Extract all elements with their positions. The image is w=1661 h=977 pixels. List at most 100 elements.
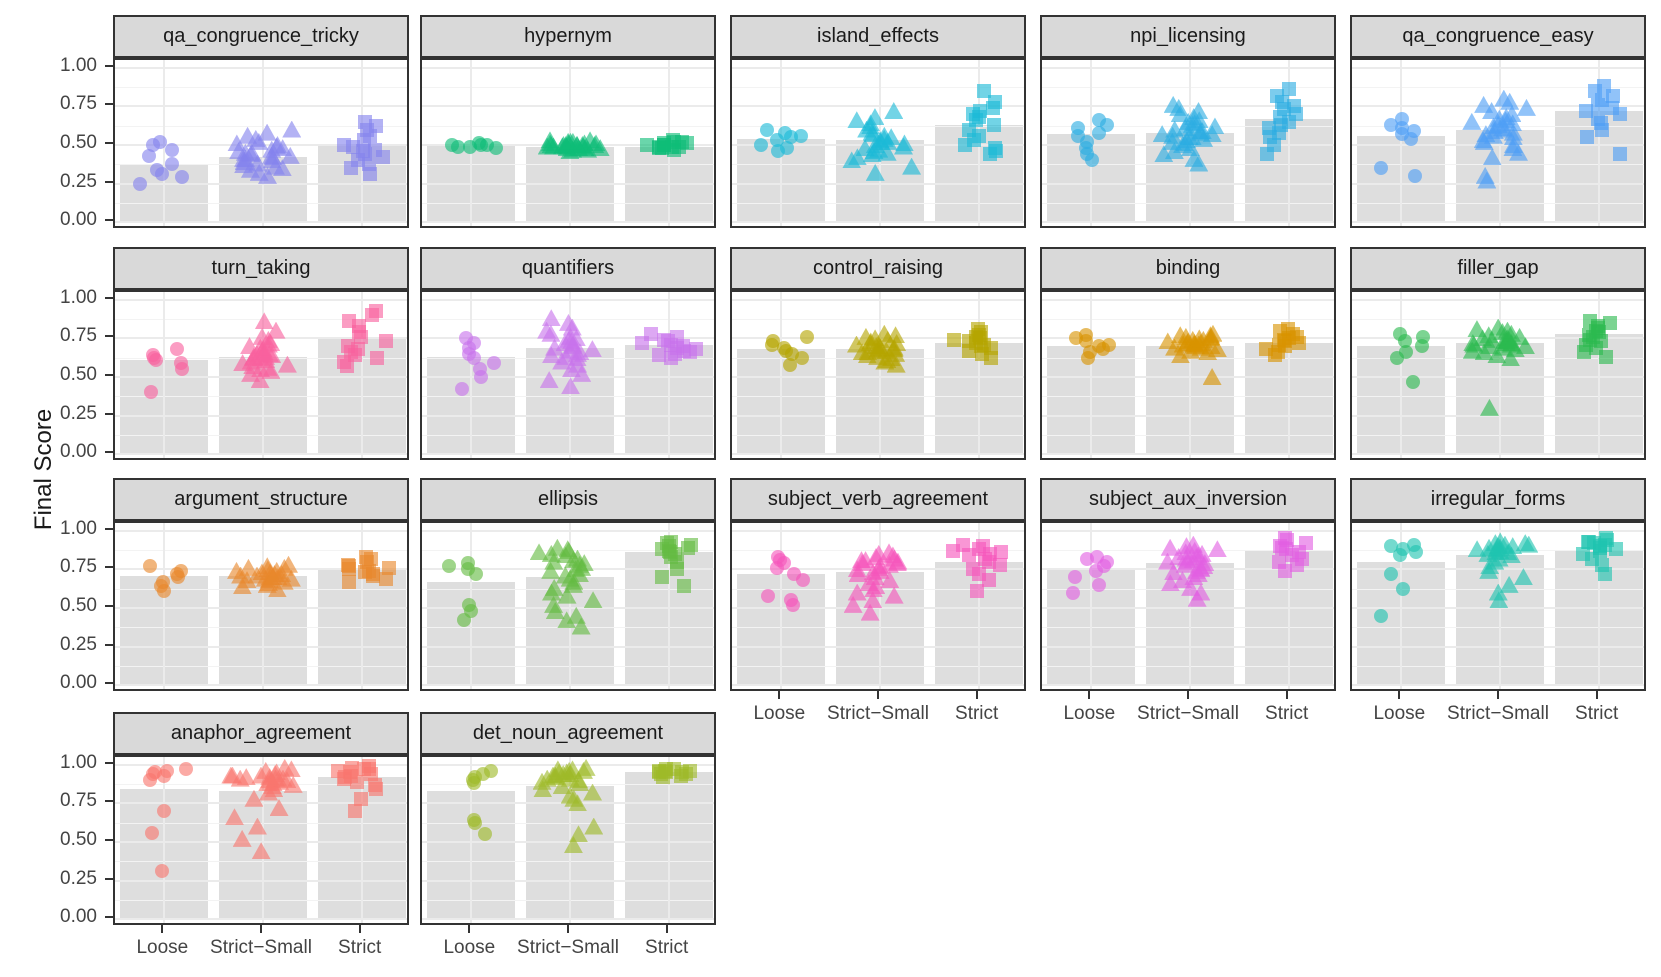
y-tick-label: 0.25 — [60, 402, 97, 424]
jitter-point-square — [655, 570, 670, 585]
jitter-point-square — [1298, 536, 1313, 551]
jitter-point-square — [640, 138, 655, 152]
jitter-point-circle — [145, 348, 160, 363]
facet-panel — [730, 521, 1026, 691]
jitter-point-square — [368, 777, 383, 792]
gridline-major — [422, 66, 714, 69]
y-tick-label: 0.25 — [60, 170, 97, 192]
jitter-point-triangle — [1516, 98, 1536, 116]
jitter-point-square — [956, 537, 971, 552]
gridline-major — [115, 645, 407, 648]
facet-title: npi_licensing — [1130, 25, 1246, 47]
gridline-vertical — [470, 757, 473, 923]
x-tick-label: Strict — [645, 937, 689, 958]
jitter-point-square — [665, 133, 680, 148]
gridline-minor — [422, 899, 714, 901]
jitter-point-square — [340, 557, 355, 572]
jitter-point-triangle — [282, 120, 302, 138]
facet-panel — [420, 521, 716, 691]
jitter-point-circle — [444, 138, 459, 152]
jitter-point-circle — [483, 763, 498, 778]
gridline-major — [732, 221, 1024, 224]
gridline-vertical — [360, 523, 363, 689]
facet-title: control_raising — [812, 257, 944, 279]
y-tick-mark — [105, 839, 113, 841]
facet-panel — [420, 290, 716, 460]
jitter-point-circle — [1383, 567, 1398, 581]
gridline-vertical — [977, 292, 980, 458]
facet-det_noun_agreement: det_noun_agreement Loose Strict−Small Stric… — [420, 712, 716, 975]
jitter-point-circle — [783, 593, 798, 608]
jitter-point-circle — [472, 136, 487, 151]
facet-strip: irregular_forms — [1350, 478, 1646, 521]
facet-strip: det_noun_agreement — [420, 712, 716, 755]
gridline-major — [1042, 645, 1334, 648]
jitter-point-circle — [1392, 326, 1407, 341]
gridline-major — [115, 879, 407, 882]
gridline-minor — [115, 899, 407, 901]
gridline-minor — [422, 87, 714, 89]
x-tick-label: Loose — [1373, 703, 1426, 724]
gridline-major — [115, 221, 407, 224]
facet-panel — [113, 290, 409, 460]
jitter-point-circle — [441, 559, 456, 574]
gridline-minor — [1042, 202, 1334, 204]
y-tick-mark — [105, 800, 113, 803]
gridline-vertical — [262, 523, 264, 689]
jitter-point-square — [352, 319, 367, 333]
y-tick-mark — [105, 451, 113, 454]
gridline-major — [1042, 414, 1334, 417]
gridline-minor — [115, 550, 407, 552]
gridline-major — [1352, 645, 1644, 648]
gridline-minor — [115, 396, 407, 398]
gridline-major — [115, 763, 407, 766]
y-tick-label: 1.00 — [60, 286, 97, 308]
gridline-vertical — [780, 292, 783, 458]
facet-panel — [420, 755, 716, 925]
gridline-major — [732, 376, 1024, 378]
gridline-minor — [422, 822, 714, 824]
facet-ellipsis: ellipsis — [420, 478, 716, 741]
facet-strip: hypernym — [420, 15, 716, 58]
jitter-point-square — [971, 322, 986, 337]
x-tick-mark — [1285, 691, 1288, 699]
gridline-vertical — [780, 523, 783, 689]
gridline-vertical — [163, 757, 166, 923]
gridline-major — [1042, 105, 1334, 108]
gridline-minor — [115, 822, 407, 824]
x-tick-label: Strict−Small — [517, 937, 619, 958]
facet-filler_gap: filler_gap — [1350, 247, 1646, 510]
gridline-vertical — [360, 292, 363, 458]
y-tick-label: 0.25 — [60, 867, 97, 889]
x-tick-mark — [1497, 691, 1499, 699]
gridline-major — [422, 645, 714, 648]
gridline-minor — [1352, 627, 1644, 629]
gridline-major — [1042, 221, 1334, 224]
jitter-point-square — [987, 94, 1002, 109]
gridline-major — [115, 684, 407, 687]
facet-title: anaphor_agreement — [170, 722, 352, 744]
jitter-point-square — [368, 303, 383, 318]
jitter-point-triangle — [238, 558, 258, 576]
jitter-point-square — [662, 543, 677, 558]
gridline-vertical — [163, 523, 166, 689]
facet-title: quantifiers — [521, 257, 615, 279]
facet-strip: turn_taking — [113, 247, 409, 290]
jitter-point-square — [988, 141, 1003, 156]
y-tick-label: 0.75 — [60, 556, 97, 578]
y-tick-label: 0.50 — [60, 364, 97, 385]
jitter-point-square — [345, 760, 360, 775]
y-tick-label: 0.50 — [60, 132, 97, 153]
facet-hypernym: hypernym — [420, 15, 716, 278]
gridline-vertical — [262, 757, 264, 923]
facet-title: qa_congruence_tricky — [163, 25, 359, 47]
gridline-major — [1352, 376, 1644, 378]
x-tick-label: Strict−Small — [1137, 703, 1239, 724]
jitter-point-circle — [1068, 570, 1083, 585]
jitter-point-triangle — [254, 312, 274, 330]
jitter-point-circle — [149, 162, 164, 177]
jitter-point-square — [362, 759, 377, 774]
y-tick-mark — [105, 566, 113, 569]
jitter-point-square — [330, 763, 345, 778]
x-tick-label: Loose — [753, 703, 806, 724]
